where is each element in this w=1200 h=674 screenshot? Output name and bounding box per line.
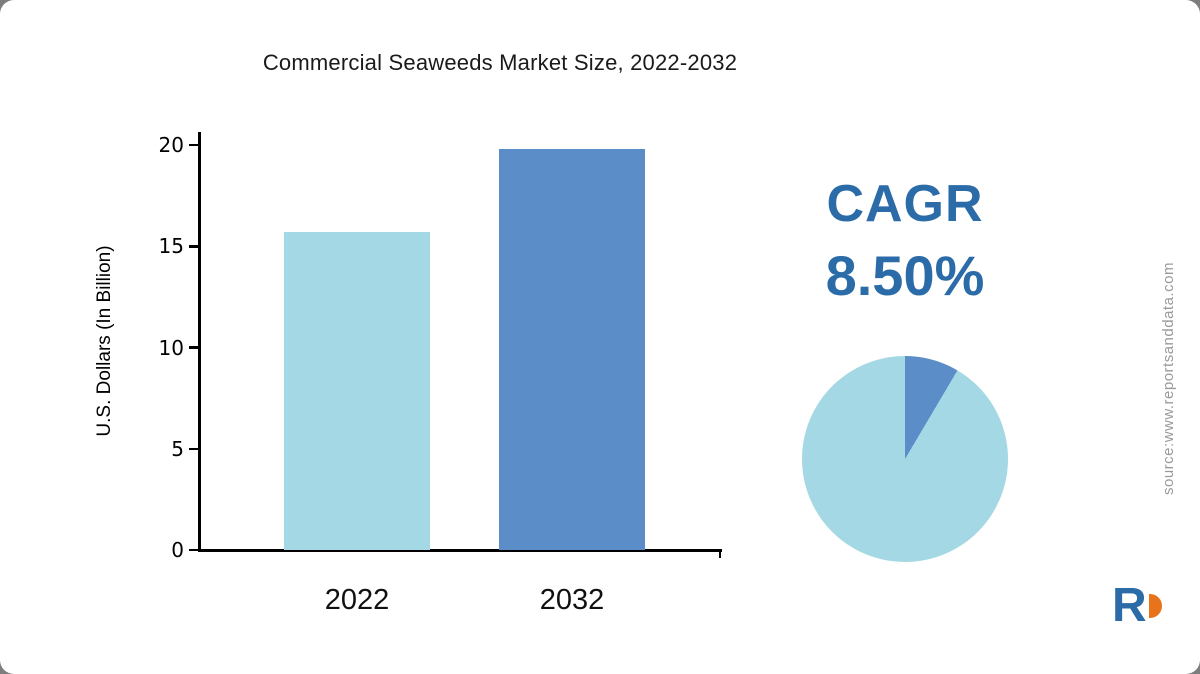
logo-letter: R xyxy=(1112,579,1147,632)
y-tick-mark xyxy=(189,143,199,147)
chart-title: Commercial Seaweeds Market Size, 2022-20… xyxy=(262,50,738,75)
cagr-block: CAGR 8.50% xyxy=(765,178,1045,304)
x-axis-line xyxy=(198,549,722,552)
source-attribution: source:www.reportsanddata.com xyxy=(1160,262,1177,495)
reportsanddata-logo: R xyxy=(1112,582,1162,630)
y-axis-label: U.S. Dollars (In Billion) xyxy=(94,245,115,437)
cagr-value: 8.50% xyxy=(825,244,985,307)
y-tick-label: 20 xyxy=(158,133,184,157)
cagr-pie-chart xyxy=(802,356,1008,562)
y-tick-mark xyxy=(189,245,199,248)
y-axis-line xyxy=(198,132,201,551)
x-category-label: 2022 xyxy=(324,584,390,616)
x-category-label: 2032 xyxy=(539,584,605,616)
logo-accent-dot-icon xyxy=(1148,594,1162,618)
y-tick-label: 5 xyxy=(171,436,184,461)
bar-2032 xyxy=(499,149,645,550)
cagr-label: CAGR xyxy=(826,175,984,233)
y-tick-mark xyxy=(189,447,199,450)
bar-2022 xyxy=(284,232,430,550)
x-axis-end-tick xyxy=(719,551,721,558)
y-tick-mark xyxy=(189,346,199,349)
y-tick-mark xyxy=(189,548,199,552)
y-tick-label: 0 xyxy=(171,538,184,562)
y-tick-label: 10 xyxy=(158,335,184,360)
y-tick-label: 15 xyxy=(158,234,184,259)
